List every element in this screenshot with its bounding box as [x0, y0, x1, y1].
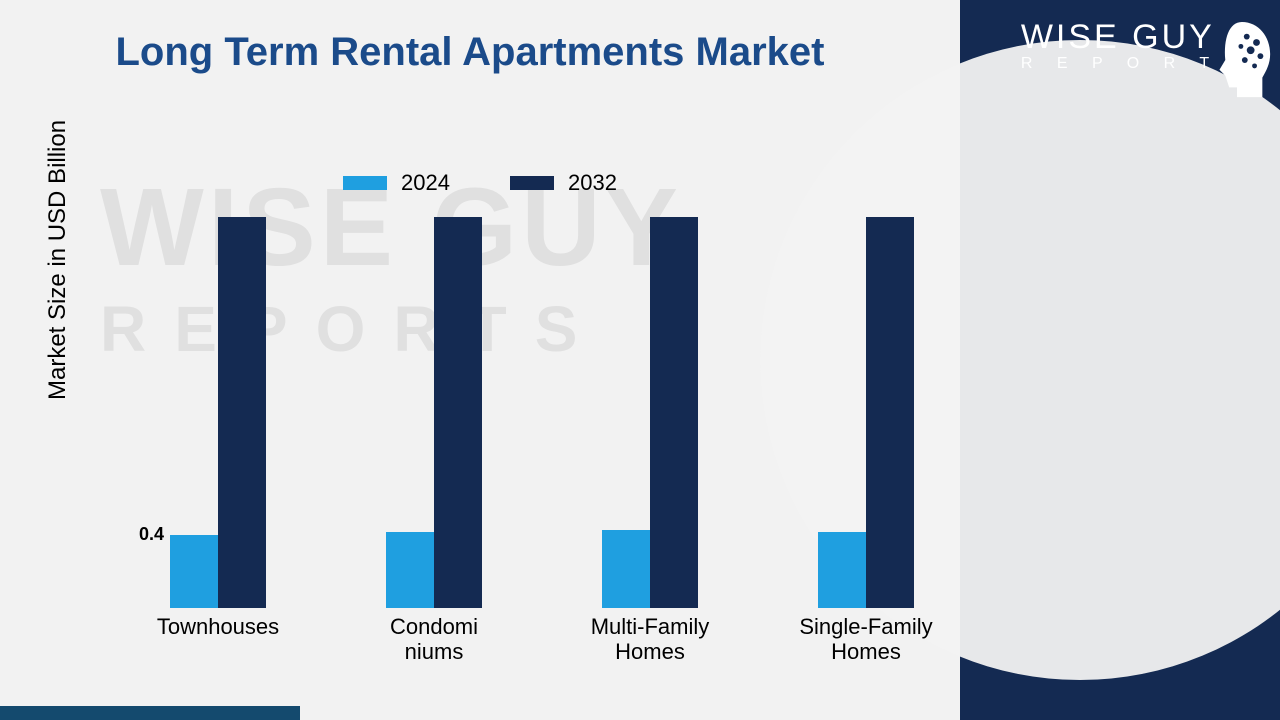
- decorative-bottom-bar: [0, 706, 300, 720]
- x-tick-label: Single-FamilyHomes: [781, 614, 951, 665]
- bar-group: [170, 217, 300, 608]
- bar-chart: 0.4: [150, 208, 950, 608]
- x-tick-label: Multi-FamilyHomes: [565, 614, 735, 665]
- bar: [602, 530, 650, 608]
- chart-title: Long Term Rental Apartments Market: [60, 30, 880, 75]
- legend-item-2024: 2024: [343, 170, 450, 196]
- plot-area: 0.4: [150, 208, 950, 608]
- legend: 2024 2032: [0, 170, 960, 196]
- bar-group: [386, 217, 516, 608]
- legend-swatch-2024: [343, 176, 387, 190]
- bar: [386, 532, 434, 608]
- x-tick-label: Townhouses: [133, 614, 303, 639]
- bar-group: [818, 217, 948, 608]
- y-axis-label: Market Size in USD Billion: [44, 120, 72, 400]
- head-icon: [1198, 16, 1276, 106]
- bar: [650, 217, 698, 608]
- bar: [434, 217, 482, 608]
- chart-infographic: WISE GUY REPORTS Long Term Rental Apartm…: [0, 0, 1280, 720]
- bar-group: [602, 217, 732, 608]
- bar: [170, 535, 218, 608]
- bar: [866, 217, 914, 608]
- legend-item-2032: 2032: [510, 170, 617, 196]
- legend-label-2024: 2024: [401, 170, 450, 196]
- legend-label-2032: 2032: [568, 170, 617, 196]
- legend-swatch-2032: [510, 176, 554, 190]
- bar: [818, 532, 866, 608]
- bar: [218, 217, 266, 608]
- value-label: 0.4: [139, 524, 164, 545]
- x-tick-label: Condominiums: [349, 614, 519, 665]
